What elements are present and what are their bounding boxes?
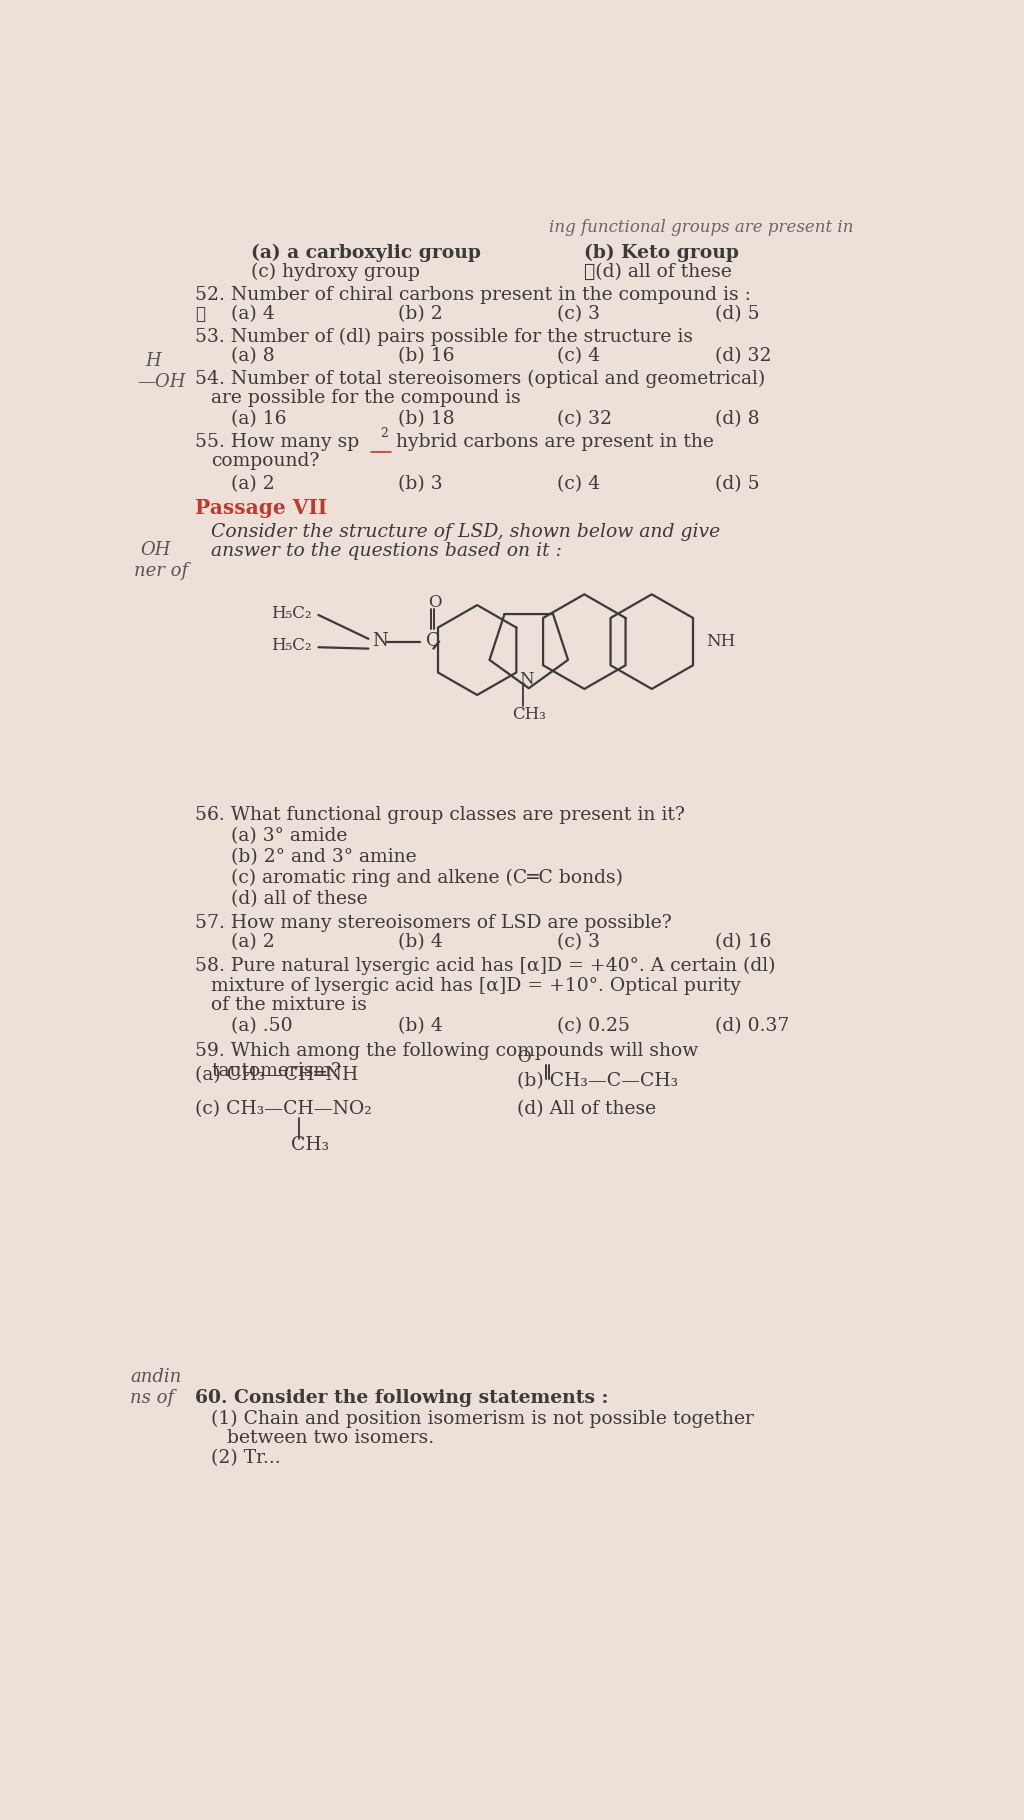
Text: (b) 4: (b) 4 bbox=[397, 1017, 442, 1036]
Text: (c) aromatic ring and alkene (C═C bonds): (c) aromatic ring and alkene (C═C bonds) bbox=[231, 868, 624, 886]
Text: (a) 4: (a) 4 bbox=[231, 306, 274, 324]
Text: hybrid carbons are present in the: hybrid carbons are present in the bbox=[390, 433, 714, 451]
Text: (c) CH₃—CH—NO₂: (c) CH₃—CH—NO₂ bbox=[196, 1099, 372, 1117]
Text: (d) 8: (d) 8 bbox=[715, 410, 760, 428]
Text: (b) 18: (b) 18 bbox=[397, 410, 455, 428]
Text: 56. What functional group classes are present in it?: 56. What functional group classes are pr… bbox=[196, 806, 685, 824]
Text: andin: andin bbox=[130, 1367, 181, 1385]
Text: —OH: —OH bbox=[137, 373, 186, 391]
Text: (d) 5: (d) 5 bbox=[715, 475, 760, 493]
Text: (d) All of these: (d) All of these bbox=[517, 1099, 656, 1117]
Text: 2: 2 bbox=[380, 428, 388, 440]
Text: N: N bbox=[519, 670, 534, 688]
Text: (a) 2: (a) 2 bbox=[231, 934, 274, 952]
Text: (d) all of these: (d) all of these bbox=[231, 890, 368, 908]
Text: (d) 32: (d) 32 bbox=[715, 348, 772, 366]
Text: (b) 2: (b) 2 bbox=[397, 306, 442, 324]
Text: (a) 2: (a) 2 bbox=[231, 475, 274, 493]
Text: (d) 5: (d) 5 bbox=[715, 306, 760, 324]
Text: (a) 8: (a) 8 bbox=[231, 348, 274, 366]
Text: 59. Which among the following compounds will show: 59. Which among the following compounds … bbox=[196, 1043, 698, 1061]
Text: 58. Pure natural lysergic acid has [α]D = +40°. A certain (dl): 58. Pure natural lysergic acid has [α]D … bbox=[196, 957, 776, 976]
Text: (c) 4: (c) 4 bbox=[557, 348, 600, 366]
Text: of the mixture is: of the mixture is bbox=[211, 996, 368, 1014]
Text: H₅C₂: H₅C₂ bbox=[270, 604, 311, 622]
Text: answer to the questions based on it :: answer to the questions based on it : bbox=[211, 542, 562, 561]
Text: N: N bbox=[373, 632, 388, 650]
Text: 57. How many stereoisomers of LSD are possible?: 57. How many stereoisomers of LSD are po… bbox=[196, 914, 672, 932]
Text: (c) 0.25: (c) 0.25 bbox=[557, 1017, 630, 1036]
Text: (1) Chain and position isomerism is not possible together: (1) Chain and position isomerism is not … bbox=[211, 1409, 755, 1427]
Text: (b) 2° and 3° amine: (b) 2° and 3° amine bbox=[231, 848, 417, 866]
Text: H: H bbox=[145, 351, 161, 369]
Text: C: C bbox=[426, 632, 439, 650]
Text: ner of: ner of bbox=[134, 562, 188, 581]
Text: (c) 3: (c) 3 bbox=[557, 306, 599, 324]
Text: (c) hydroxy group: (c) hydroxy group bbox=[251, 264, 420, 282]
Text: ✓(d) all of these: ✓(d) all of these bbox=[585, 264, 732, 282]
Text: ns of: ns of bbox=[130, 1389, 174, 1407]
Text: CH₃: CH₃ bbox=[291, 1136, 329, 1154]
Text: 55. How many sp: 55. How many sp bbox=[196, 433, 359, 451]
Text: H₅C₂: H₅C₂ bbox=[270, 637, 311, 653]
Text: (c) 32: (c) 32 bbox=[557, 410, 611, 428]
Text: (b) Keto group: (b) Keto group bbox=[585, 244, 739, 262]
Text: compound?: compound? bbox=[211, 453, 319, 470]
Text: OH: OH bbox=[140, 541, 170, 559]
Text: NH: NH bbox=[706, 633, 735, 650]
Text: O: O bbox=[517, 1048, 530, 1067]
Text: (a) .50: (a) .50 bbox=[231, 1017, 293, 1036]
Text: (b) 3: (b) 3 bbox=[397, 475, 442, 493]
Text: (a) a carboxylic group: (a) a carboxylic group bbox=[251, 244, 481, 262]
Text: Consider the structure of LSD, shown below and give: Consider the structure of LSD, shown bel… bbox=[211, 522, 721, 541]
Text: 54. Number of total stereoisomers (optical and geometrical): 54. Number of total stereoisomers (optic… bbox=[196, 369, 766, 388]
Text: (2) Tr...: (2) Tr... bbox=[211, 1449, 281, 1467]
Text: tautomerism?: tautomerism? bbox=[211, 1063, 341, 1079]
Text: 53. Number of (dl) pairs possible for the structure is: 53. Number of (dl) pairs possible for th… bbox=[196, 328, 693, 346]
Text: O: O bbox=[428, 593, 441, 610]
Text: Passage VII: Passage VII bbox=[196, 499, 328, 519]
Text: between two isomers.: between two isomers. bbox=[227, 1429, 434, 1447]
Text: (b) CH₃—C—CH₃: (b) CH₃—C—CH₃ bbox=[517, 1072, 678, 1090]
Text: (c) 4: (c) 4 bbox=[557, 475, 600, 493]
Text: (a) CH₃—CH═NH: (a) CH₃—CH═NH bbox=[196, 1067, 358, 1085]
Text: ing functional groups are present in: ing functional groups are present in bbox=[549, 218, 853, 237]
Text: (b) 4: (b) 4 bbox=[397, 934, 442, 952]
Text: (a) 16: (a) 16 bbox=[231, 410, 287, 428]
Text: (d) 16: (d) 16 bbox=[715, 934, 772, 952]
Text: (b) 16: (b) 16 bbox=[397, 348, 455, 366]
Text: are possible for the compound is: are possible for the compound is bbox=[211, 389, 521, 408]
Text: 60. Consider the following statements :: 60. Consider the following statements : bbox=[196, 1389, 609, 1407]
Text: (a) 3° amide: (a) 3° amide bbox=[231, 826, 347, 844]
Text: ✓: ✓ bbox=[196, 306, 206, 324]
Text: 52. Number of chiral carbons present in the compound is :: 52. Number of chiral carbons present in … bbox=[196, 286, 752, 304]
Text: (d) 0.37: (d) 0.37 bbox=[715, 1017, 790, 1036]
Text: CH₃: CH₃ bbox=[512, 706, 546, 723]
Text: mixture of lysergic acid has [α]D = +10°. Optical purity: mixture of lysergic acid has [α]D = +10°… bbox=[211, 977, 741, 994]
Text: (c) 3: (c) 3 bbox=[557, 934, 599, 952]
